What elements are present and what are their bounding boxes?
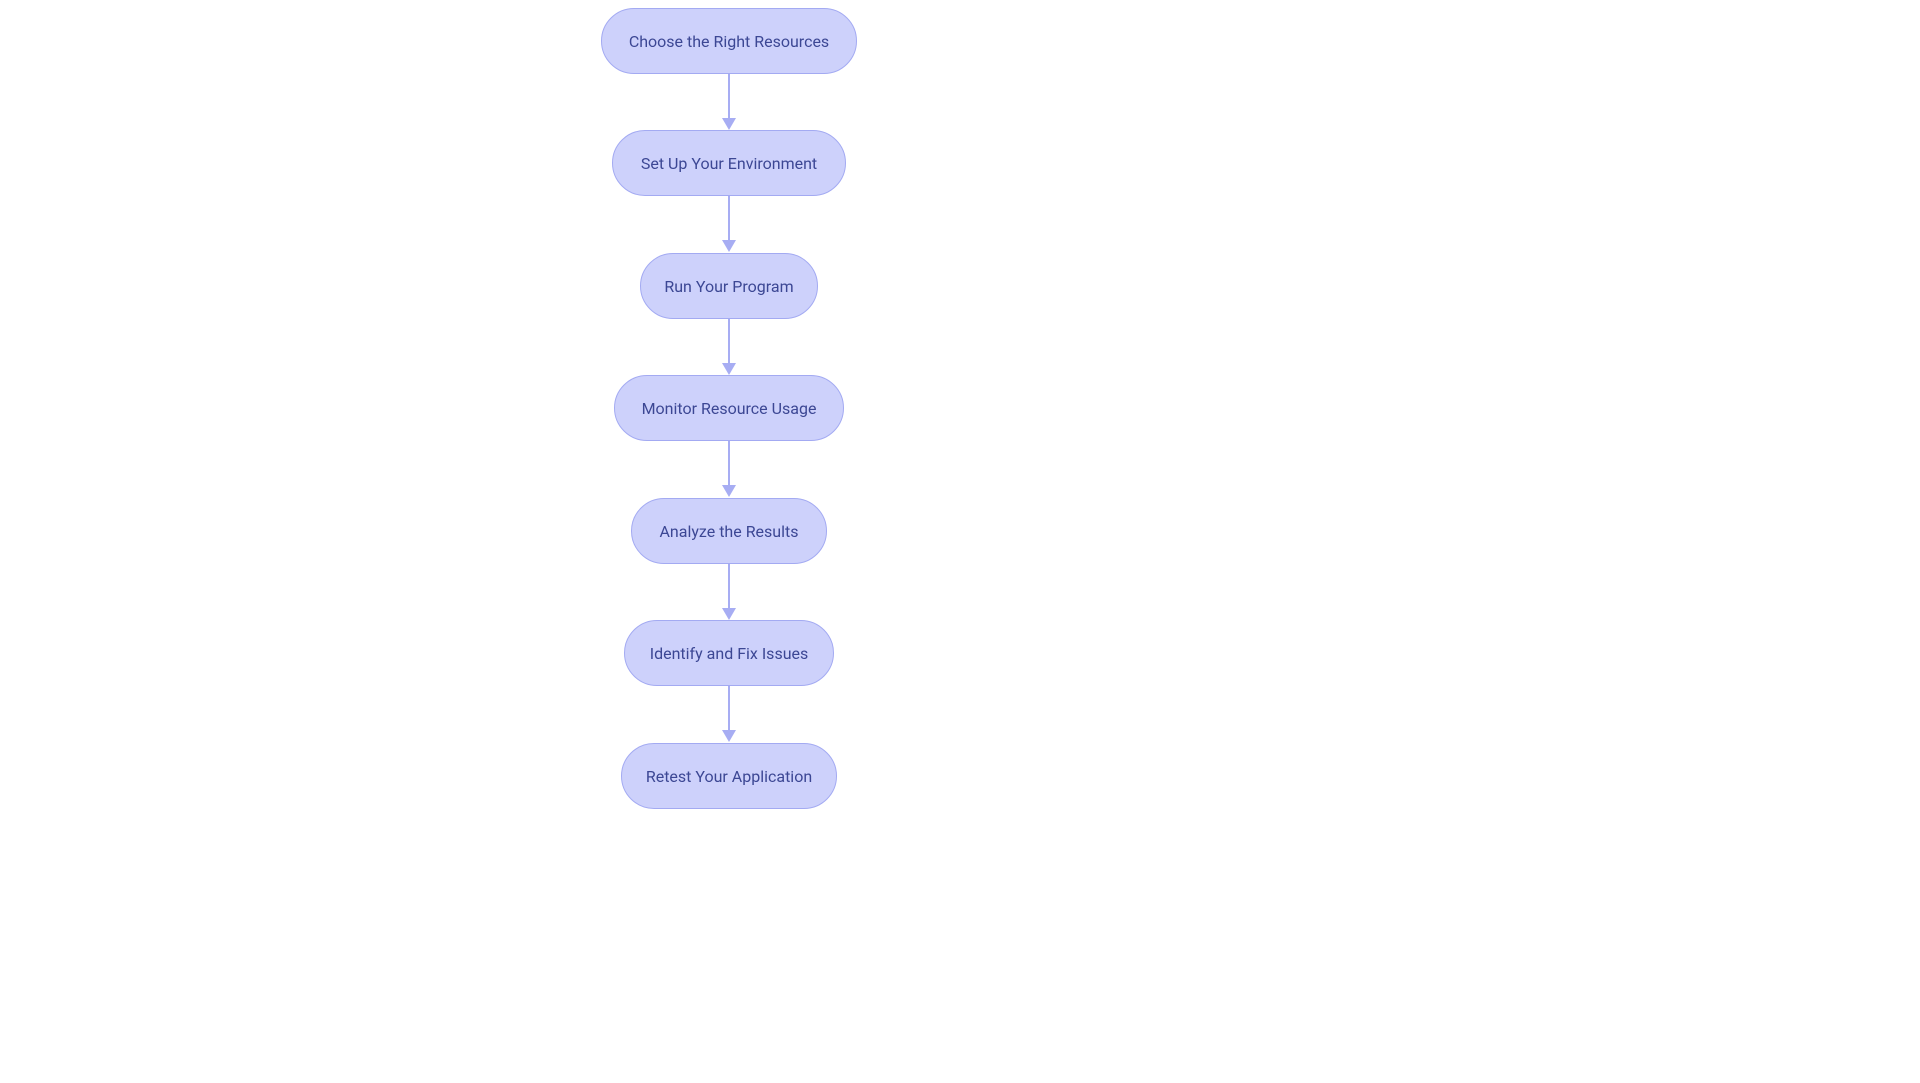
flow-node: Run Your Program <box>640 253 818 319</box>
flow-node-label: Choose the Right Resources <box>629 32 829 51</box>
flow-arrow <box>722 441 736 497</box>
arrow-head-icon <box>722 485 736 497</box>
arrow-head-icon <box>722 608 736 620</box>
flow-node: Identify and Fix Issues <box>624 620 834 686</box>
arrow-line <box>728 196 730 240</box>
arrow-head-icon <box>722 363 736 375</box>
arrow-line <box>728 319 730 363</box>
flow-node-label: Analyze the Results <box>659 522 798 541</box>
flow-node-label: Identify and Fix Issues <box>650 644 809 663</box>
flow-node: Analyze the Results <box>631 498 827 564</box>
flow-node-label: Run Your Program <box>664 277 793 296</box>
arrow-head-icon <box>722 118 736 130</box>
flow-node-label: Set Up Your Environment <box>641 154 817 173</box>
flow-arrow <box>722 196 736 252</box>
arrow-line <box>728 441 730 485</box>
arrow-head-icon <box>722 730 736 742</box>
arrow-head-icon <box>722 240 736 252</box>
flow-node-label: Monitor Resource Usage <box>642 399 817 418</box>
flow-arrow <box>722 319 736 375</box>
arrow-line <box>728 564 730 608</box>
flow-node-label: Retest Your Application <box>646 767 812 786</box>
flow-arrow <box>722 564 736 620</box>
flow-arrow <box>722 74 736 130</box>
flow-arrow <box>722 686 736 742</box>
flow-node: Monitor Resource Usage <box>614 375 844 441</box>
arrow-line <box>728 686 730 730</box>
flow-node: Choose the Right Resources <box>601 8 857 74</box>
flowchart-container: Choose the Right Resources Set Up Your En… <box>0 0 1920 1083</box>
arrow-line <box>728 74 730 118</box>
flow-node: Retest Your Application <box>621 743 837 809</box>
flow-node: Set Up Your Environment <box>612 130 846 196</box>
